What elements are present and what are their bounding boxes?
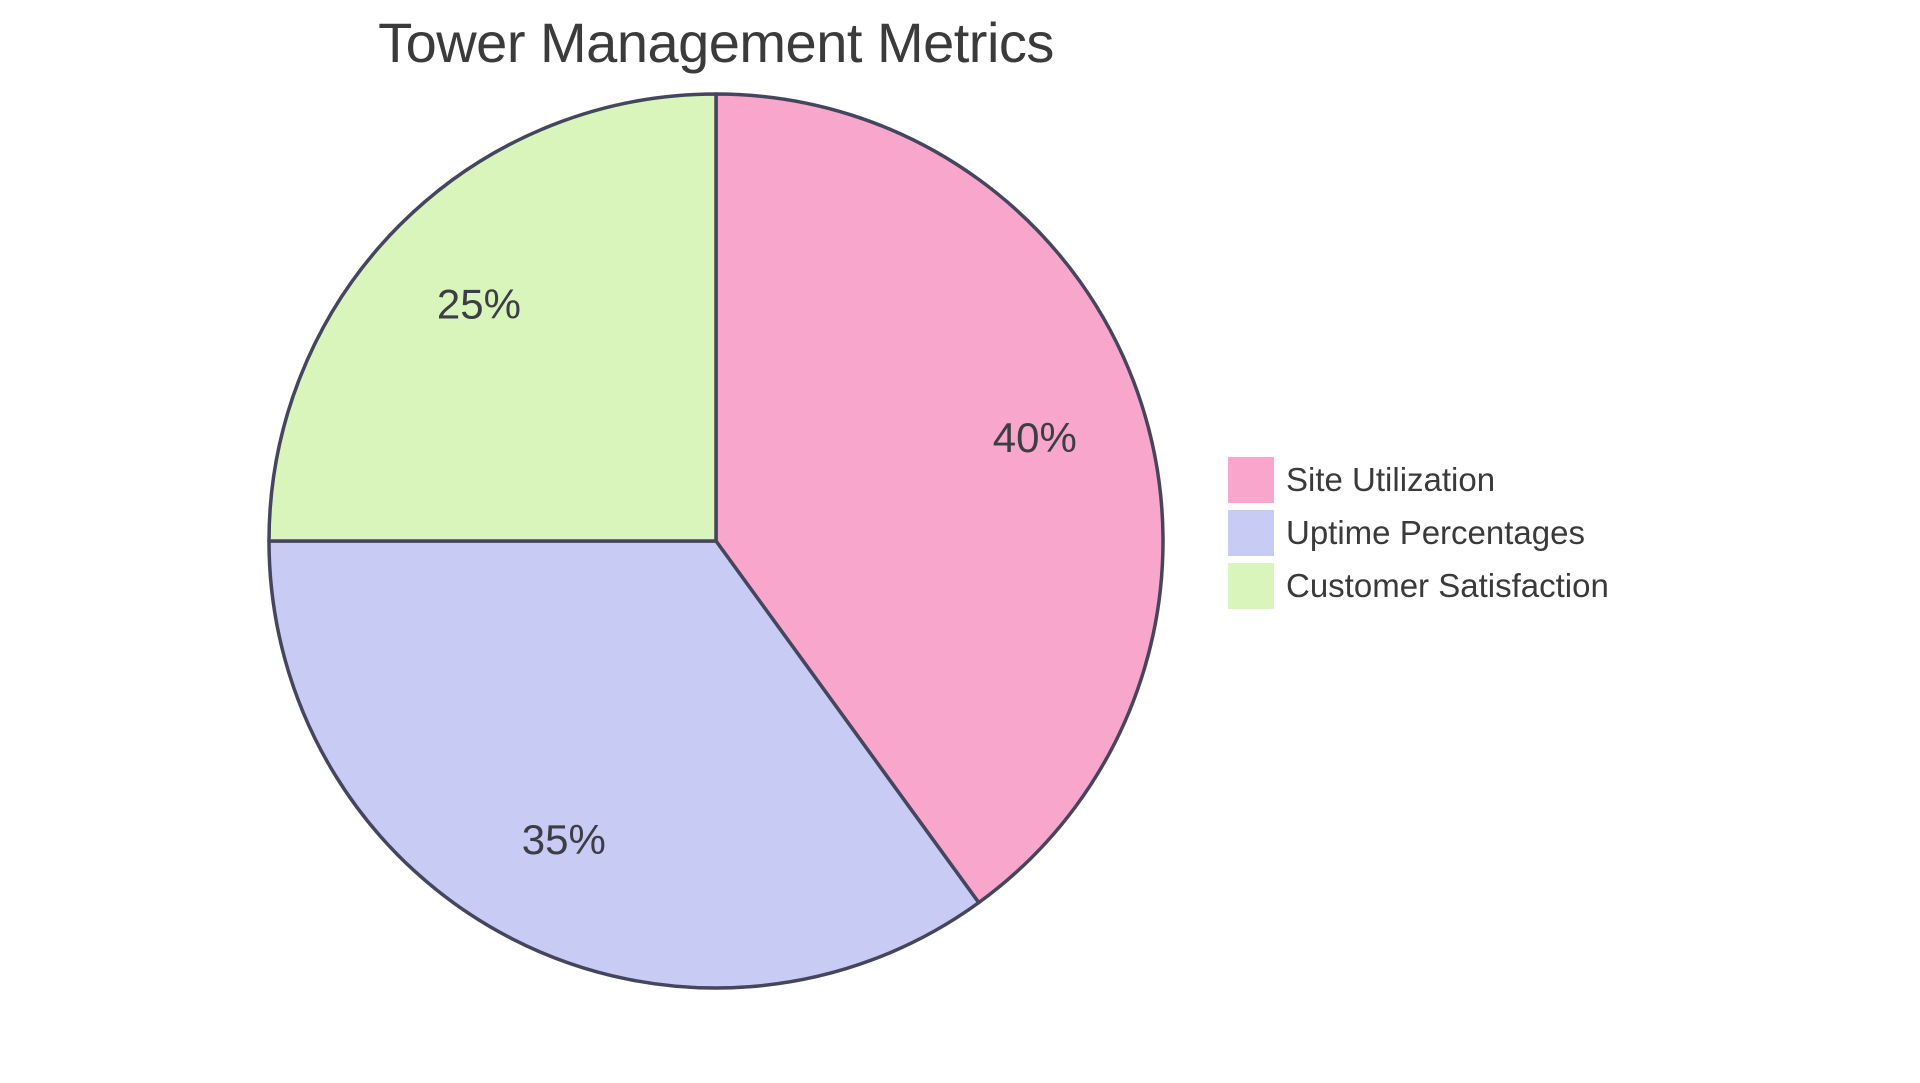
- pie-percent-label-customer-satisfaction: 25%: [437, 280, 521, 327]
- pie-percent-label-site-utilization: 40%: [993, 414, 1077, 461]
- legend-item-uptime-percentages: Uptime Percentages: [1228, 510, 1609, 556]
- legend-swatch-uptime-percentages: [1228, 510, 1274, 556]
- chart-title: Tower Management Metrics: [378, 11, 1054, 74]
- legend-swatch-site-utilization: [1228, 457, 1274, 503]
- legend-label-customer-satisfaction: Customer Satisfaction: [1286, 567, 1609, 604]
- legend-item-site-utilization: Site Utilization: [1228, 457, 1609, 503]
- pie-percent-label-uptime-percentages: 35%: [522, 816, 606, 863]
- legend-label-site-utilization: Site Utilization: [1286, 461, 1496, 498]
- pie-slice-uptime-percentages: [267, 539, 981, 990]
- legend-swatch-customer-satisfaction: [1228, 563, 1274, 609]
- legend-label-uptime-percentages: Uptime Percentages: [1286, 514, 1585, 551]
- pie-slice-site-utilization: [714, 92, 1165, 905]
- legend-item-customer-satisfaction: Customer Satisfaction: [1228, 563, 1609, 609]
- pie-slice-customer-satisfaction: [267, 92, 718, 543]
- legend: Site Utilization Uptime Percentages Custom…: [1228, 457, 1609, 609]
